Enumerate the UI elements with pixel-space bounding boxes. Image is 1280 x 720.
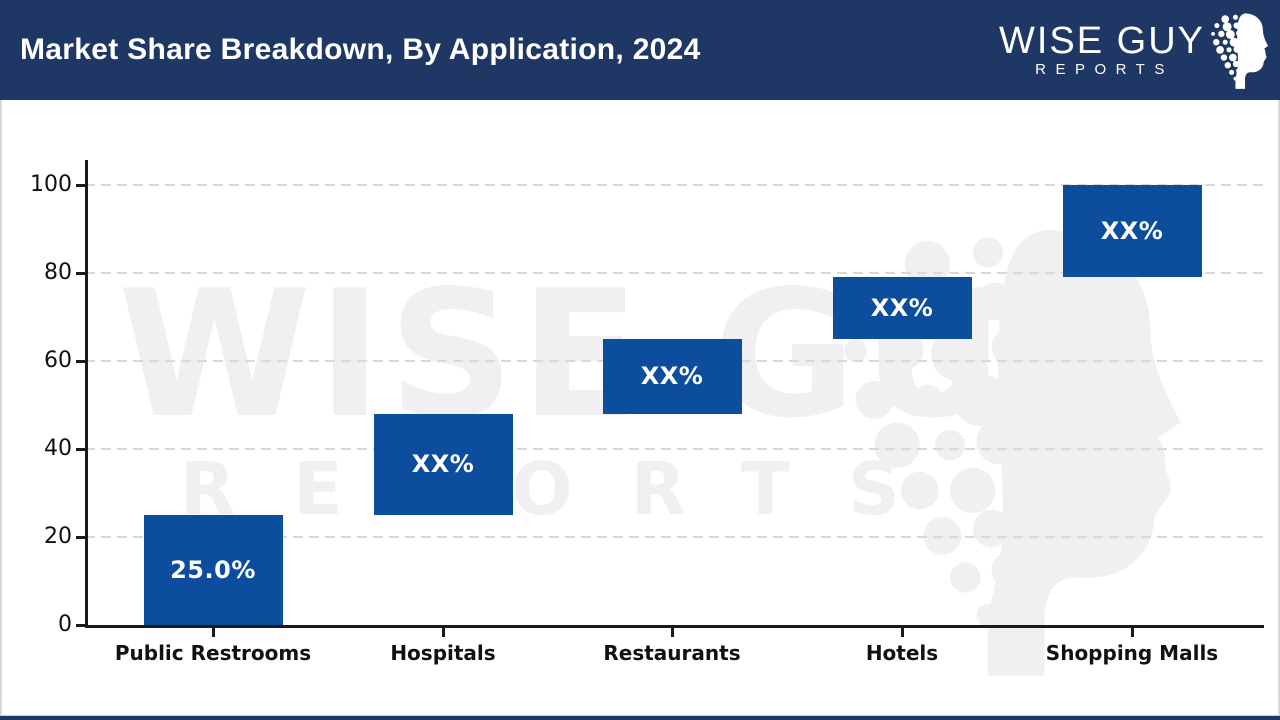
bar-restaurants: XX% xyxy=(602,339,742,414)
y-tick-label-80: 80 xyxy=(44,260,72,285)
x-category-label-public-restrooms: Public Restrooms xyxy=(114,641,312,665)
x-tick-hospitals xyxy=(442,628,445,637)
x-category-label-shopping-malls: Shopping Malls xyxy=(1045,641,1219,665)
y-tick-0 xyxy=(76,624,85,627)
bar-hospitals: XX% xyxy=(373,413,513,515)
logo-wordmark-line1: WISE GUY xyxy=(998,20,1205,62)
bar-shopping-malls: XX% xyxy=(1062,185,1202,278)
bar-value-label-shopping-malls: XX% xyxy=(1100,217,1164,246)
header-bar: Market Share Breakdown, By Application, … xyxy=(0,0,1280,100)
bar-value-label-hospitals: XX% xyxy=(411,450,475,479)
chart-area: WISE GUY REPORTS 0 20 40 60 80 100 25.0% Public… xyxy=(0,100,1280,715)
footer-divider xyxy=(0,715,1280,716)
gridline-100 xyxy=(85,184,1264,186)
y-tick-label-40: 40 xyxy=(44,436,72,461)
x-tick-restaurants xyxy=(671,628,674,637)
logo-head-icon xyxy=(1211,12,1269,89)
x-category-label-hospitals: Hospitals xyxy=(390,641,496,665)
y-tick-20 xyxy=(76,536,85,539)
bar-value-label-hotels: XX% xyxy=(870,294,934,323)
x-tick-shopping-malls xyxy=(1131,628,1134,637)
bar-value-label-restaurants: XX% xyxy=(640,362,704,391)
bar-value-label-public-restrooms: 25.0% xyxy=(170,556,256,584)
gridline-20 xyxy=(85,536,1264,538)
y-tick-label-20: 20 xyxy=(44,524,72,549)
y-tick-40 xyxy=(76,448,85,451)
plot-region: 0 20 40 60 80 100 25.0% Public Restrooms XX% Hosp… xyxy=(2,100,1278,715)
x-category-label-hotels: Hotels xyxy=(865,641,939,665)
y-tick-100 xyxy=(76,184,85,187)
x-tick-hotels xyxy=(901,628,904,637)
wise-guy-logo: WISE GUY REPORTS xyxy=(999,0,1270,100)
x-category-label-restaurants: Restaurants xyxy=(603,641,741,665)
y-tick-label-60: 60 xyxy=(44,348,72,373)
y-tick-label-0: 0 xyxy=(58,612,72,637)
x-axis-line xyxy=(85,625,1264,628)
x-tick-public-restrooms xyxy=(212,628,215,637)
bar-public-restrooms: 25.0% xyxy=(143,515,283,625)
footer-bar xyxy=(0,716,1280,720)
y-tick-60 xyxy=(76,360,85,363)
gridline-40 xyxy=(85,448,1264,450)
logo-wordmark-line2: REPORTS xyxy=(1035,61,1174,78)
gridline-80 xyxy=(85,272,1264,274)
bar-hotels: XX% xyxy=(832,277,972,339)
watermark-subtitle: REPORTS xyxy=(180,447,958,531)
logo-wordmark: WISE GUY REPORTS xyxy=(999,22,1205,78)
y-axis-line xyxy=(85,160,88,628)
y-tick-80 xyxy=(76,272,85,275)
y-tick-label-100: 100 xyxy=(30,172,72,197)
page-title: Market Share Breakdown, By Application, … xyxy=(20,33,701,66)
